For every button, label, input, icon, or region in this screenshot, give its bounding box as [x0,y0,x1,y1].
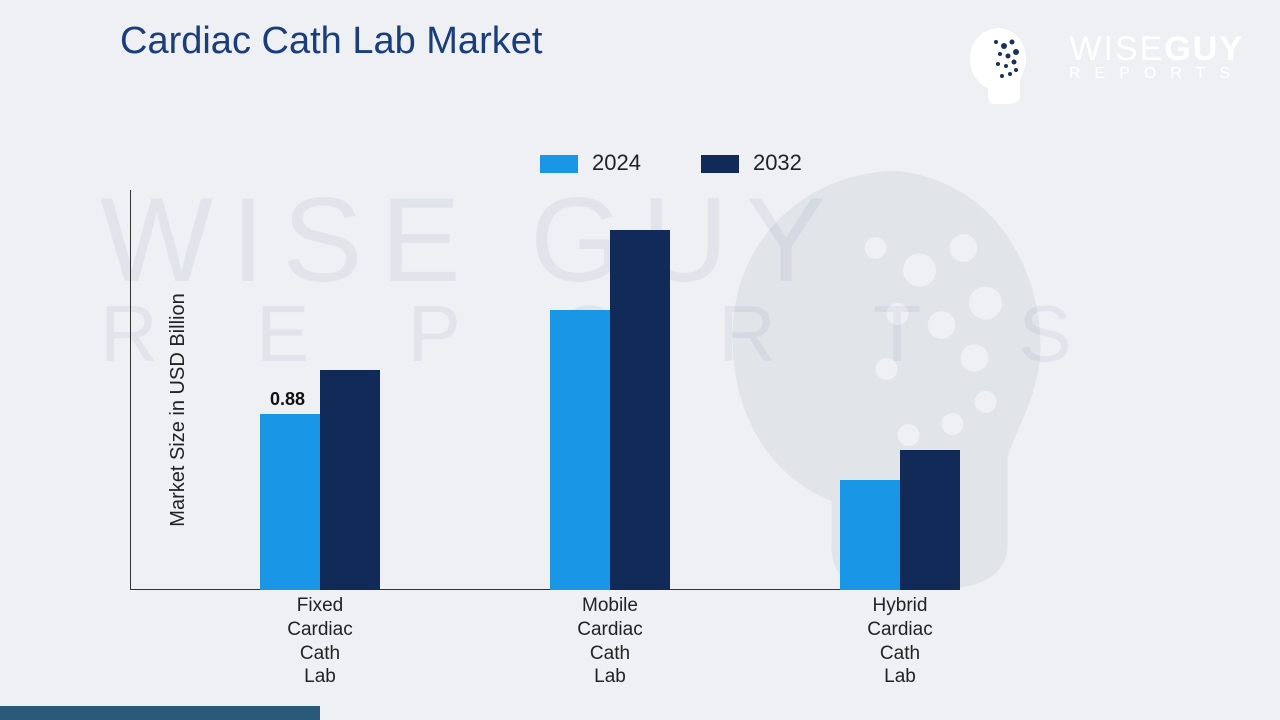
legend-swatch-2024 [540,155,578,173]
bar-2032-cat2 [900,450,960,590]
bar-2024-cat2 [840,480,900,590]
x-axis-line [130,589,950,590]
legend-swatch-2032 [701,155,739,173]
legend: 2024 2032 [540,150,802,176]
legend-item-2024: 2024 [540,150,641,176]
bar-chart: Market Size in USD Billion 2024 2032 Fix… [70,150,950,670]
brand-head-icon [960,26,1030,106]
category-label-1: MobileCardiacCathLab [540,594,680,689]
brand-logo-text: WISEGUY REPORTS [1069,30,1244,83]
brand-word-1: WISE [1069,30,1164,68]
bar-2032-cat1 [610,230,670,590]
page-canvas: WISEGUY REPORTS Cardiac Cath Lab Market … [0,0,1280,720]
category-label-2: HybridCardiacCathLab [830,594,970,689]
bar-2024-cat1 [550,310,610,590]
legend-item-2032: 2032 [701,150,802,176]
chart-title: Cardiac Cath Lab Market [120,20,542,63]
bar-2024-cat0 [260,414,320,590]
brand-word-2: GUY [1164,30,1244,68]
category-label-0: FixedCardiacCathLab [250,594,390,689]
y-axis-line [130,190,131,590]
bar-2032-cat0 [320,370,380,590]
bottom-accent-bar [0,706,320,720]
plot-area: FixedCardiacCathLabMobileCardiacCathLabH… [130,190,950,590]
bar-value-label: 0.88 [270,389,305,410]
brand-subline: REPORTS [1069,65,1244,83]
